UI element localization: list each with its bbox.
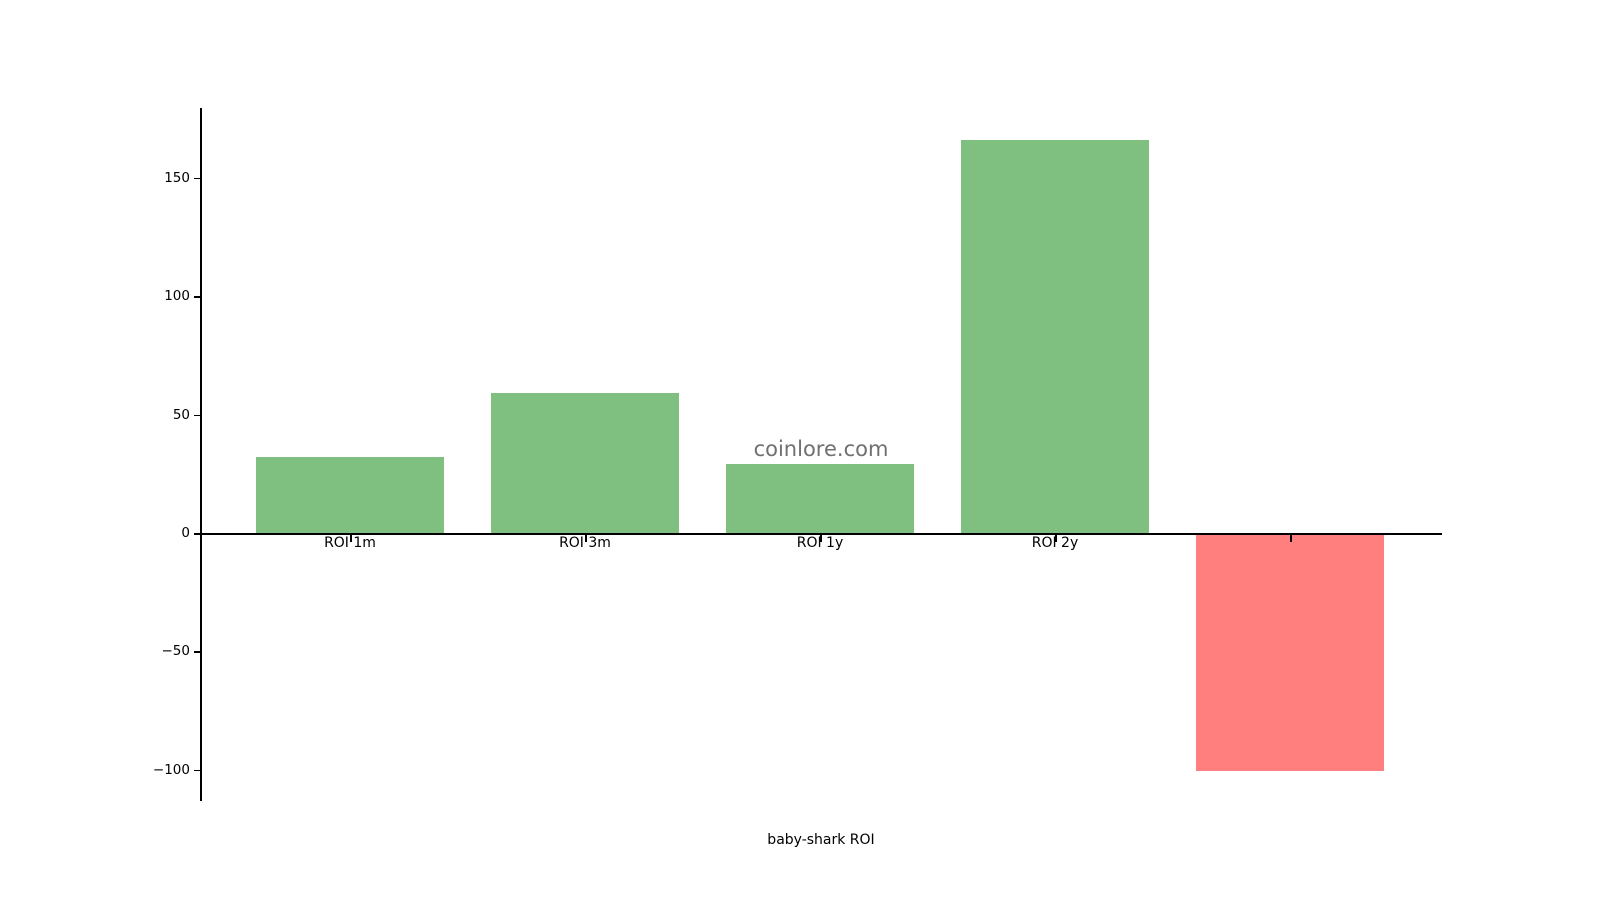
x-tick-label-roi-3m: ROI 3m: [559, 535, 611, 551]
x-tick-label-roi-1m: ROI 1m: [324, 535, 376, 551]
y-tick-label--100: −100: [152, 761, 190, 778]
x-tick-1: [350, 534, 352, 542]
y-tick-label-50: 50: [172, 406, 190, 423]
y-tick-label-100: 100: [164, 288, 190, 305]
x-tick-label-roi-2y: ROI 2y: [1031, 535, 1079, 551]
bar-roi-1m: [256, 457, 444, 533]
y-tick-100: [194, 296, 200, 298]
bar-unlabeled-5: [1196, 534, 1384, 772]
x-tick-4: [1055, 534, 1057, 542]
bar-roi-3m: [491, 393, 679, 533]
y-tick--100: [194, 769, 200, 772]
watermark-text: coinlore.com: [753, 437, 889, 461]
x-tick-5: [1290, 534, 1292, 542]
bar-roi-2y: [961, 139, 1149, 533]
y-tick-50: [194, 414, 200, 417]
y-tick--50: [194, 651, 200, 653]
y-tick-label-150: 150: [164, 169, 190, 186]
y-tick-label-0: 0: [181, 525, 190, 541]
y-tick-label--50: −50: [161, 643, 191, 660]
x-tick-3: [820, 534, 822, 542]
x-axis-line: [200, 533, 1442, 535]
y-tick-150: [194, 177, 200, 180]
y-tick-0: [194, 533, 200, 535]
chart-title: baby-shark ROI: [767, 832, 875, 848]
x-tick-label-roi-1y: ROI 1y: [796, 535, 844, 551]
x-tick-2: [585, 534, 587, 542]
y-axis-spine: [200, 108, 202, 801]
bar-roi-1y: [726, 464, 914, 533]
